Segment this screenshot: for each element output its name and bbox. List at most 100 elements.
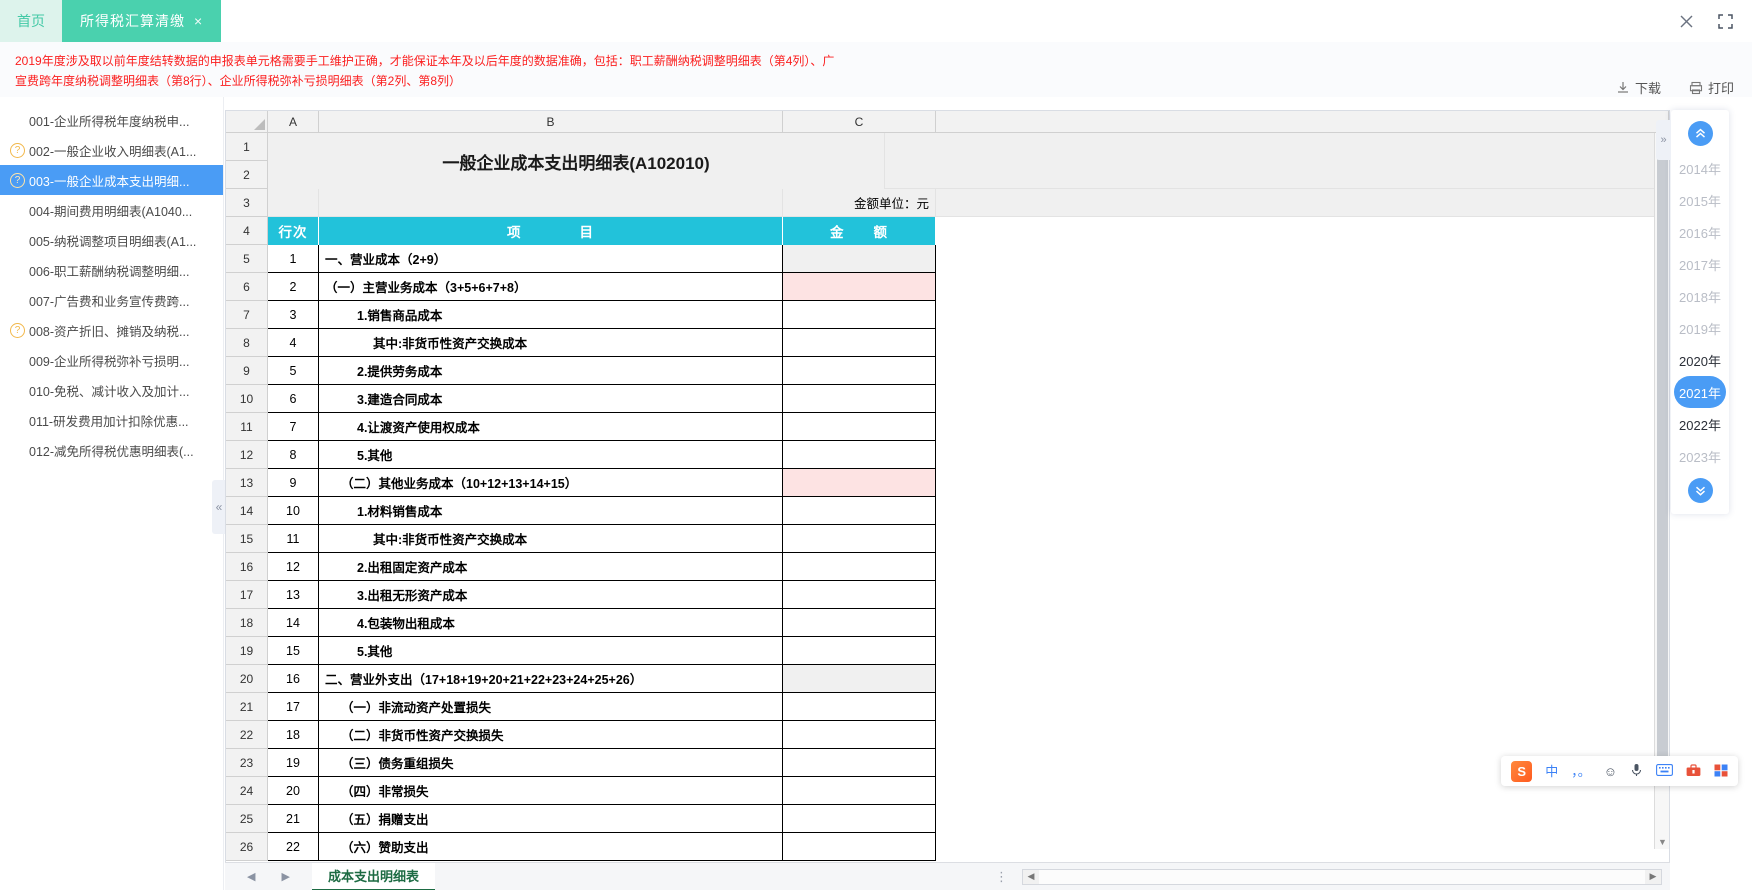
row-header[interactable]: 13 [226,469,268,497]
cell-item[interactable]: 二、营业外支出（17+18+19+20+21+22+23+24+25+26） [319,665,783,693]
row-header[interactable]: 17 [226,581,268,609]
cell-amount[interactable] [783,805,936,833]
ime-mic-icon[interactable] [1630,763,1643,779]
sidebar-item-010[interactable]: 010-免税、减计收入及加计... [0,375,223,405]
hscroll-track[interactable] [1039,869,1645,884]
sheet-tab-cost-detail[interactable]: 成本支出明细表 [311,862,435,890]
cell-row-no[interactable]: 17 [268,693,319,721]
form-list-sidebar[interactable]: 001-企业所得税年度纳税申...? 002-一般企业收入明细表(A1...? 00… [0,97,224,890]
cell-item[interactable]: 2.提供劳务成本 [319,357,783,385]
scroll-down-icon[interactable]: ▼ [1658,837,1667,847]
cell-amount[interactable] [783,833,936,861]
row-header[interactable]: 8 [226,329,268,357]
cell-item[interactable]: （二）其他业务成本（10+12+13+14+15） [319,469,783,497]
year-item-2016年[interactable]: 2016年 [1679,225,1721,241]
row-header[interactable]: 5 [226,245,268,273]
cell-item[interactable]: 4.让渡资产使用权成本 [319,413,783,441]
row-header[interactable]: 20 [226,665,268,693]
row-header[interactable]: 6 [226,273,268,301]
cell-row-no[interactable]: 13 [268,581,319,609]
sidebar-item-009[interactable]: 009-企业所得税弥补亏损明... [0,345,223,375]
cell-item[interactable]: 2.出租固定资产成本 [319,553,783,581]
vertical-scroll-thumb[interactable] [1657,147,1668,777]
cell-amount[interactable] [783,721,936,749]
ime-toolbox-icon[interactable] [1686,763,1701,779]
cell-row-no[interactable]: 1 [268,245,319,273]
cell-row-no[interactable]: 14 [268,609,319,637]
cell-row-no[interactable]: 11 [268,525,319,553]
spreadsheet[interactable]: A B C 1 2 一般企业成本支出明细表(A102010) 3 金额单位：元 [225,110,1670,865]
cell-item[interactable]: 4.包装物出租成本 [319,609,783,637]
cell-row-no[interactable]: 8 [268,441,319,469]
cell-row-no[interactable]: 7 [268,413,319,441]
sidebar-item-012[interactable]: 012-减免所得税优惠明细表(... [0,435,223,465]
sidebar-item-011[interactable]: 011-研发费用加计扣除优惠... [0,405,223,435]
row-header[interactable]: 19 [226,637,268,665]
sidebar-item-004[interactable]: 004-期间费用明细表(A1040... [0,195,223,225]
cell-row-no[interactable]: 5 [268,357,319,385]
row-header[interactable]: 24 [226,777,268,805]
cell-row-no[interactable]: 15 [268,637,319,665]
row-header[interactable]: 1 [226,133,268,161]
cell-amount[interactable] [783,469,936,497]
tab-home[interactable]: 首页 [0,0,62,42]
cell-item[interactable]: （三）债务重组损失 [319,749,783,777]
ime-keyboard-icon[interactable] [1656,764,1673,778]
year-item-2023年[interactable]: 2023年 [1679,449,1721,465]
column-header-c[interactable]: C [783,111,936,132]
cell-item[interactable]: 一、营业成本（2+9） [319,245,783,273]
select-all-corner[interactable] [226,111,268,132]
cell-amount[interactable] [783,273,936,301]
cell-amount[interactable] [783,413,936,441]
tab-close-icon[interactable]: × [194,13,204,29]
sheet-next-icon[interactable]: ▶ [281,871,290,883]
cell-row-no[interactable]: 4 [268,329,319,357]
year-scroll-down-button[interactable] [1687,478,1713,503]
row-header[interactable]: 2 [226,161,268,189]
cell-row-no[interactable]: 19 [268,749,319,777]
cell-amount[interactable] [783,693,936,721]
sidebar-item-007[interactable]: 007-广告费和业务宣传费跨... [0,285,223,315]
year-item-2022年[interactable]: 2022年 [1679,417,1721,433]
horizontal-scrollbar[interactable]: ◀ ▶ [1022,868,1662,885]
maximize-icon[interactable] [1717,13,1734,30]
row-header[interactable]: 10 [226,385,268,413]
year-item-2014年[interactable]: 2014年 [1679,161,1721,177]
sidebar-item-003[interactable]: ? 003-一般企业成本支出明细... [0,165,223,195]
cell-item[interactable]: 1.材料销售成本 [319,497,783,525]
cell-amount[interactable] [783,329,936,357]
cell-amount[interactable] [783,609,936,637]
ime-language-mode[interactable]: 中 [1545,763,1559,779]
row-header[interactable]: 16 [226,553,268,581]
row-header[interactable]: 26 [226,833,268,861]
year-item-2018年[interactable]: 2018年 [1679,289,1721,305]
row-header[interactable]: 11 [226,413,268,441]
cell-amount[interactable] [783,777,936,805]
row-header[interactable]: 12 [226,441,268,469]
year-item-2017年[interactable]: 2017年 [1679,257,1721,273]
cell-amount[interactable] [783,749,936,777]
cell-item[interactable]: 5.其他 [319,441,783,469]
vertical-scrollbar[interactable]: ▲ ▼ [1654,133,1669,849]
row-header[interactable]: 4 [226,217,268,245]
cell-amount[interactable] [783,497,936,525]
cell-item[interactable]: 3.出租无形资产成本 [319,581,783,609]
sheet-prev-icon[interactable]: ◀ [247,871,256,883]
cell-item[interactable]: 5.其他 [319,637,783,665]
sheet-menu-icon[interactable]: ⋮ [995,868,1010,884]
cell-amount[interactable] [783,637,936,665]
ime-punctuation-icon[interactable]: ，。 [1571,763,1591,779]
cell-row-no[interactable]: 12 [268,553,319,581]
year-item-2020年[interactable]: 2020年 [1679,353,1721,369]
cell-row-no[interactable]: 16 [268,665,319,693]
cell-row-no[interactable]: 2 [268,273,319,301]
sogou-logo-icon[interactable]: S [1511,760,1533,782]
cell-row-no[interactable]: 22 [268,833,319,861]
row-header[interactable]: 23 [226,749,268,777]
row-header[interactable]: 14 [226,497,268,525]
sidebar-item-002[interactable]: ? 002-一般企业收入明细表(A1... [0,135,223,165]
year-item-2019年[interactable]: 2019年 [1679,321,1721,337]
year-panel-collapse-handle[interactable]: » [1656,120,1671,160]
cell-amount[interactable] [783,301,936,329]
sidebar-item-006[interactable]: 006-职工薪酬纳税调整明细... [0,255,223,285]
